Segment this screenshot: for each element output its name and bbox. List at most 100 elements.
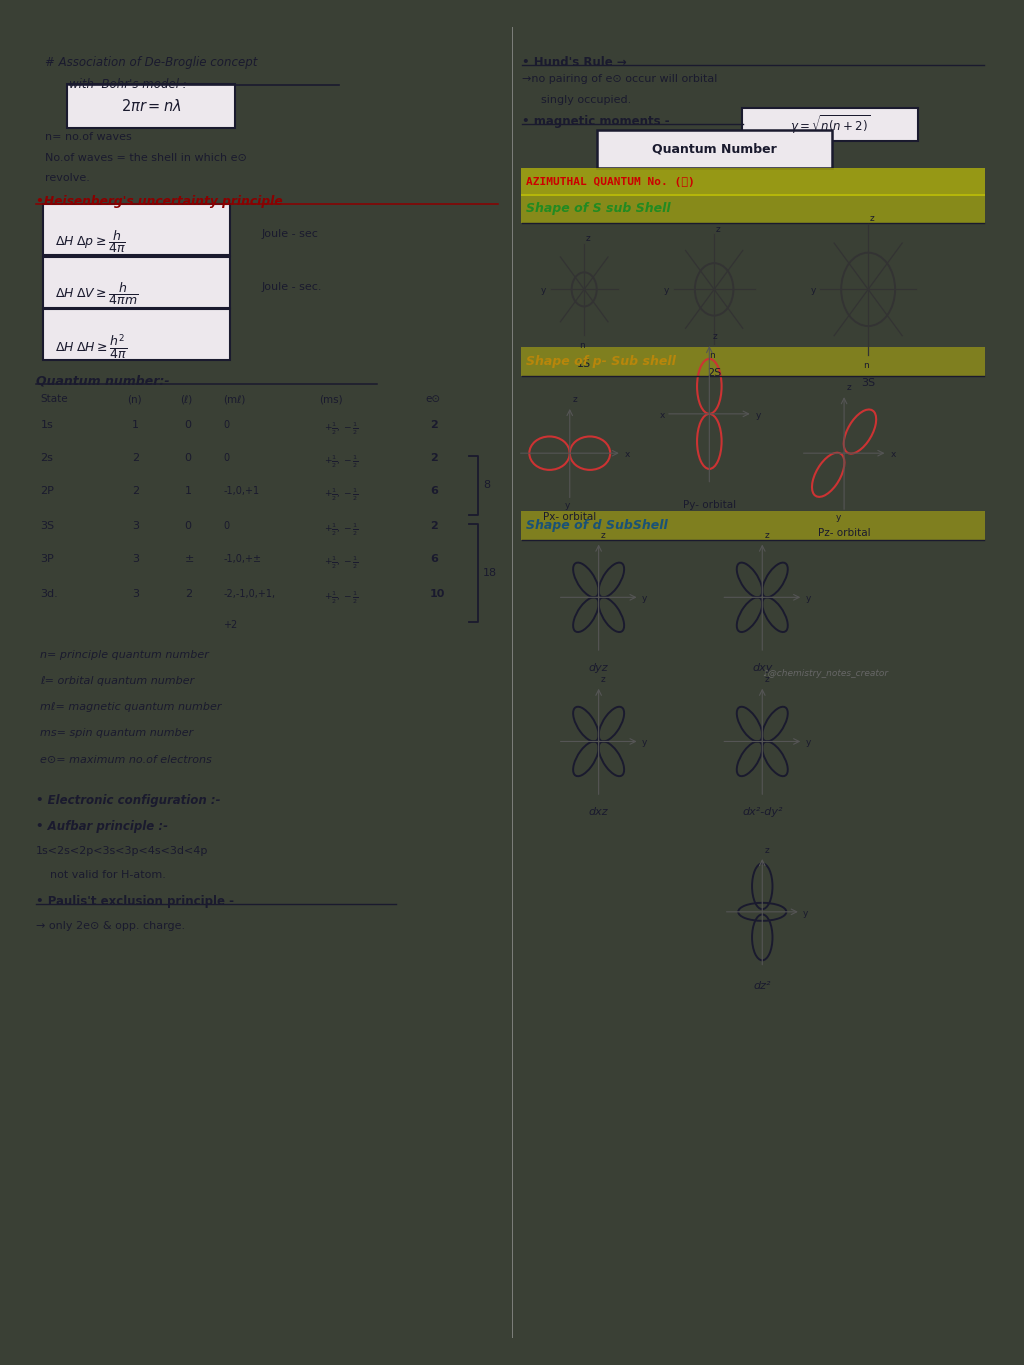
Text: ℓ= orbital quantum number: ℓ= orbital quantum number [40, 676, 195, 687]
Text: (ms): (ms) [319, 394, 343, 404]
Text: y: y [565, 501, 570, 511]
Text: -2,-1,0,+1,: -2,-1,0,+1, [223, 590, 275, 599]
Text: n= principle quantum number: n= principle quantum number [40, 650, 209, 659]
Text: •Heisenberg's uncertainty principle: •Heisenberg's uncertainty principle [36, 195, 283, 207]
FancyBboxPatch shape [43, 308, 230, 360]
Text: y: y [665, 287, 670, 295]
Text: 1S: 1S [578, 359, 591, 369]
Text: 2: 2 [430, 420, 438, 430]
Text: # Association of De-Broglie concept: # Association of De-Broglie concept [45, 56, 257, 70]
Text: x: x [890, 450, 896, 459]
Text: 2P: 2P [40, 486, 54, 495]
Text: Py- orbital: Py- orbital [683, 501, 736, 511]
FancyBboxPatch shape [597, 130, 831, 168]
Text: e⊙= maximum no.of electrons: e⊙= maximum no.of electrons [40, 755, 212, 764]
Text: n= no.of waves: n= no.of waves [45, 132, 132, 142]
Text: →no pairing of e⊙ occur will orbital: →no pairing of e⊙ occur will orbital [521, 75, 717, 85]
Text: No.of waves = the shell in which e⊙: No.of waves = the shell in which e⊙ [45, 153, 247, 162]
Text: $+\frac{1}{2},-\frac{1}{2}$: $+\frac{1}{2},-\frac{1}{2}$ [325, 554, 358, 571]
Text: $\Delta H \;\Delta H \geq \dfrac{h^2}{4\pi}$: $\Delta H \;\Delta H \geq \dfrac{h^2}{4\… [55, 333, 127, 362]
Text: x: x [625, 450, 630, 459]
Text: • Electronic configuration :-: • Electronic configuration :- [36, 794, 220, 807]
Text: 3S: 3S [40, 521, 54, 531]
Text: y: y [810, 287, 816, 295]
Text: z: z [870, 214, 874, 224]
Text: y: y [806, 738, 811, 748]
Text: 2s: 2s [40, 453, 53, 463]
FancyBboxPatch shape [520, 168, 985, 197]
Text: y: y [642, 594, 647, 603]
Text: z: z [572, 394, 578, 404]
Text: 0: 0 [184, 521, 191, 531]
Text: • Hund's Rule →: • Hund's Rule → [521, 56, 627, 70]
FancyBboxPatch shape [520, 347, 985, 375]
Text: z: z [600, 531, 605, 541]
Text: • magnetic moments -: • magnetic moments - [521, 115, 670, 128]
Text: not valid for H-atom.: not valid for H-atom. [50, 870, 166, 880]
Text: State: State [40, 394, 68, 404]
Text: → only 2e⊙ & opp. charge.: → only 2e⊙ & opp. charge. [36, 921, 184, 931]
Text: Shape of p- Sub shell: Shape of p- Sub shell [526, 355, 676, 369]
Text: -1,0,+1: -1,0,+1 [223, 486, 259, 495]
Text: Joule - sec: Joule - sec [262, 229, 318, 239]
Text: Shape of d SubShell: Shape of d SubShell [526, 519, 669, 532]
Text: 2: 2 [132, 486, 139, 495]
Text: e⊙: e⊙ [425, 394, 440, 404]
Text: z: z [764, 676, 769, 684]
Text: y: y [541, 287, 546, 295]
Text: $+\frac{1}{2},-\frac{1}{2}$: $+\frac{1}{2},-\frac{1}{2}$ [325, 453, 358, 470]
Text: • Aufbar principle :-: • Aufbar principle :- [36, 820, 168, 833]
Text: $+\frac{1}{2},-\frac{1}{2}$: $+\frac{1}{2},-\frac{1}{2}$ [325, 486, 358, 502]
Text: z: z [716, 225, 721, 233]
Text: 1s: 1s [40, 420, 53, 430]
Text: revolve.: revolve. [45, 173, 90, 183]
Text: Quantum Number: Quantum Number [651, 142, 776, 156]
Text: z: z [586, 233, 591, 243]
Text: mℓ= magnetic quantum number: mℓ= magnetic quantum number [40, 702, 222, 713]
Text: 18: 18 [483, 568, 498, 579]
Text: dxz: dxz [589, 807, 608, 818]
Text: 3S: 3S [861, 378, 876, 389]
Text: $\Delta H \;\Delta V \geq \dfrac{h}{4\pi m}$: $\Delta H \;\Delta V \geq \dfrac{h}{4\pi… [55, 280, 138, 307]
Text: Px- orbital: Px- orbital [543, 512, 596, 523]
Text: z: z [847, 384, 852, 392]
Text: AZIMUTHAL QUANTUM No. (ℓ): AZIMUTHAL QUANTUM No. (ℓ) [526, 177, 695, 187]
Text: n: n [710, 351, 715, 359]
Text: n: n [580, 341, 585, 351]
Text: y: y [803, 909, 809, 917]
Text: 1: 1 [184, 486, 191, 495]
FancyBboxPatch shape [520, 511, 985, 539]
Text: • Paulis't exclusion principle -: • Paulis't exclusion principle - [36, 895, 233, 908]
Text: $2\pi r = n\lambda$: $2\pi r = n\lambda$ [121, 98, 181, 113]
FancyBboxPatch shape [43, 257, 230, 307]
Text: -1,0,+±: -1,0,+± [223, 554, 261, 564]
Text: with  Bohr's model :-: with Bohr's model :- [70, 78, 191, 91]
Text: dyz: dyz [589, 663, 608, 673]
Text: x: x [660, 411, 666, 420]
Text: $+\frac{1}{2},-\frac{1}{2}$: $+\frac{1}{2},-\frac{1}{2}$ [325, 420, 358, 437]
Text: 2: 2 [430, 521, 438, 531]
Text: y: y [806, 594, 811, 603]
Text: z: z [600, 676, 605, 684]
Text: 6: 6 [430, 486, 438, 495]
FancyBboxPatch shape [520, 194, 985, 222]
Text: n: n [863, 360, 869, 370]
Text: Quantum number:-: Quantum number:- [36, 374, 169, 388]
Text: (n): (n) [127, 394, 141, 404]
Text: (mℓ): (mℓ) [223, 394, 246, 404]
Text: Shape of S sub Shell: Shape of S sub Shell [526, 202, 671, 214]
Text: 0: 0 [184, 453, 191, 463]
Text: $\gamma = \sqrt{n(n+2)}$: $\gamma = \sqrt{n(n+2)}$ [790, 113, 869, 135]
Text: z: z [764, 531, 769, 541]
Text: 2: 2 [132, 453, 139, 463]
Text: 3P: 3P [40, 554, 54, 564]
Text: (ℓ): (ℓ) [180, 394, 193, 404]
Text: z: z [713, 332, 717, 341]
Text: 0: 0 [223, 453, 229, 463]
Text: $+\frac{1}{2},-\frac{1}{2}$: $+\frac{1}{2},-\frac{1}{2}$ [325, 590, 358, 606]
Text: 0: 0 [223, 420, 229, 430]
Text: dxy: dxy [752, 663, 772, 673]
Text: y: y [642, 738, 647, 748]
Text: 3: 3 [132, 521, 139, 531]
Text: y: y [756, 411, 761, 420]
